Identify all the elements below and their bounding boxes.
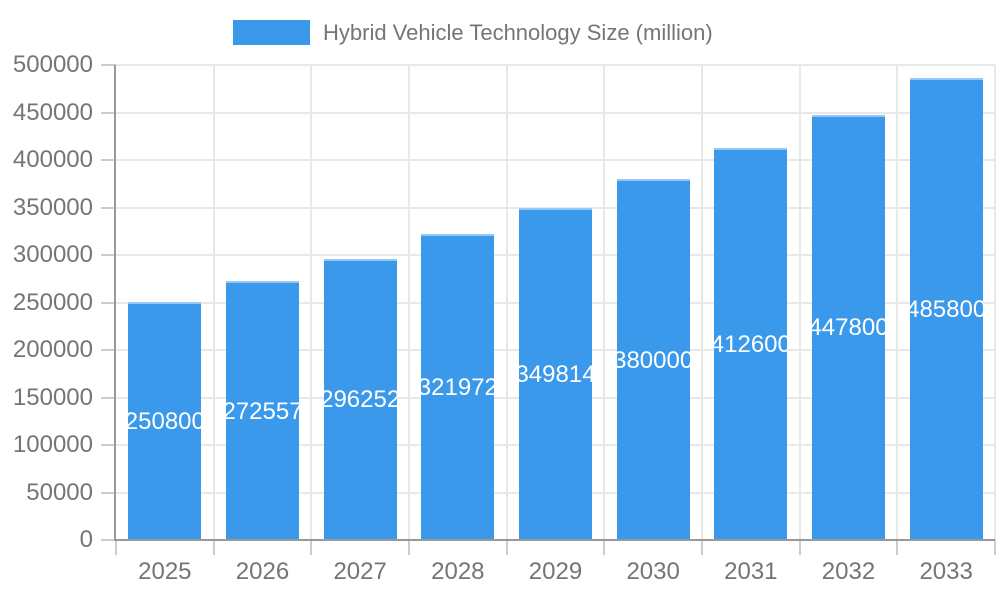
x-tick	[701, 540, 703, 555]
y-tick	[101, 301, 116, 304]
x-tick	[603, 540, 606, 555]
bar[interactable]: 349814	[519, 207, 592, 540]
y-tick	[101, 491, 116, 494]
y-tick	[101, 444, 116, 446]
bar[interactable]: 296252	[323, 258, 397, 540]
bar-value-label: 296252	[323, 386, 397, 414]
x-gridline	[212, 65, 215, 540]
y-tick-label: 350000	[12, 193, 93, 221]
bar-value-label: 412600	[714, 331, 788, 358]
bar[interactable]: 380000	[616, 179, 690, 540]
y-gridline	[116, 206, 995, 209]
y-tick	[101, 64, 116, 66]
y-tick-label: 150000	[12, 383, 93, 411]
x-tick-label: 2031	[724, 558, 778, 585]
bar-value-label: 349814	[519, 360, 592, 388]
x-axis-line	[114, 539, 995, 541]
legend-swatch-icon	[233, 20, 310, 45]
y-tick	[101, 349, 116, 351]
x-tick	[994, 540, 996, 555]
x-tick	[212, 540, 215, 555]
x-tick	[896, 540, 899, 555]
x-tick	[408, 540, 410, 555]
y-tick-label: 500000	[12, 51, 93, 78]
y-gridline	[116, 159, 995, 161]
y-tick-label: 100000	[12, 431, 93, 458]
bar[interactable]: 447800	[812, 114, 885, 540]
bar[interactable]: 250800	[128, 301, 202, 540]
x-tick	[115, 540, 117, 555]
y-tick-label: 300000	[12, 241, 93, 268]
x-tick-label: 2030	[626, 558, 680, 585]
bar-value-label: 380000	[616, 346, 690, 374]
bar[interactable]: 412600	[714, 148, 788, 540]
y-tick	[101, 111, 116, 114]
x-tick-label: 2032	[821, 558, 876, 585]
x-tick-label: 2027	[333, 558, 387, 585]
bar[interactable]: 485800	[909, 78, 983, 540]
x-tick	[505, 540, 508, 555]
y-tick-label: 200000	[12, 336, 93, 363]
bar-value-label: 250800	[128, 407, 202, 435]
bar-value-label: 321972	[421, 374, 495, 402]
legend[interactable]: Hybrid Vehicle Technology Size (million)	[233, 20, 713, 45]
x-tick-label: 2029	[528, 558, 583, 585]
y-tick-label: 0	[79, 526, 93, 553]
y-tick	[101, 159, 116, 161]
bar-value-label: 272557	[226, 397, 299, 425]
bar-value-label: 447800	[812, 314, 885, 342]
y-gridline	[116, 111, 995, 114]
y-tick	[101, 539, 116, 541]
x-gridline	[603, 65, 606, 540]
x-tick-label: 2033	[919, 558, 973, 585]
x-gridline	[896, 65, 899, 540]
x-tick	[798, 540, 801, 555]
y-tick-label: 250000	[12, 288, 93, 316]
bar[interactable]: 272557	[226, 281, 299, 540]
legend-label: Hybrid Vehicle Technology Size (million)	[323, 19, 713, 45]
x-tick-label: 2025	[138, 558, 192, 585]
x-gridline	[701, 65, 703, 540]
x-gridline	[310, 65, 313, 540]
y-tick-label: 450000	[12, 98, 93, 126]
x-gridline	[505, 65, 508, 540]
y-axis-line	[114, 65, 116, 541]
x-tick-label: 2026	[235, 558, 290, 585]
y-tick	[101, 206, 116, 209]
y-tick	[101, 254, 116, 256]
x-gridline	[408, 65, 410, 540]
y-gridline	[116, 64, 995, 66]
x-gridline	[994, 65, 996, 540]
x-tick-label: 2028	[431, 558, 485, 585]
bar-value-label: 485800	[909, 296, 983, 324]
y-tick-label: 50000	[26, 478, 93, 506]
y-tick-label: 400000	[12, 146, 93, 173]
x-gridline	[798, 65, 801, 540]
x-tick	[310, 540, 313, 555]
bar[interactable]: 321972	[421, 234, 495, 540]
y-tick	[101, 396, 116, 399]
